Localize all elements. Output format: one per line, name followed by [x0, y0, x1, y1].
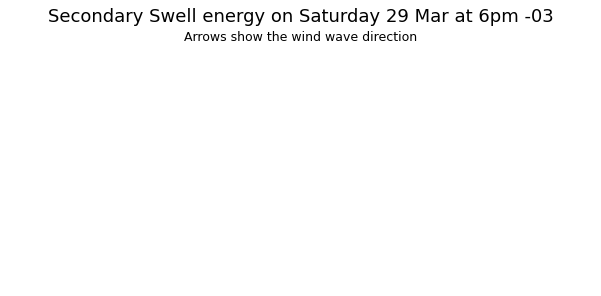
Text: Secondary Swell energy on Saturday 29 Mar at 6pm -03: Secondary Swell energy on Saturday 29 Ma…: [47, 8, 554, 25]
Text: Arrows show the wind wave direction: Arrows show the wind wave direction: [184, 31, 417, 44]
Text: cartopy required: cartopy required: [219, 164, 382, 184]
